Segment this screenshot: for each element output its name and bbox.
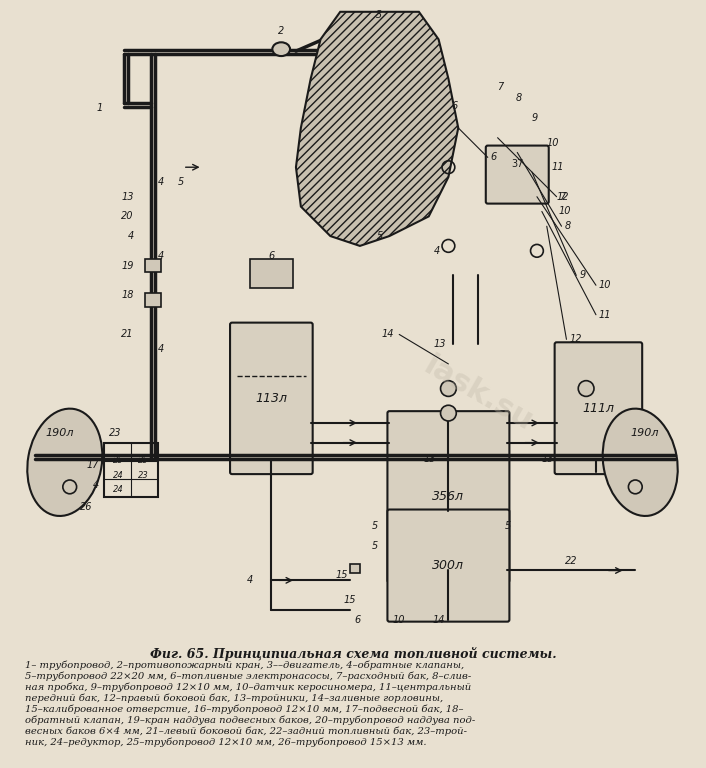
Text: 356л: 356л (432, 490, 465, 503)
Text: 11: 11 (551, 162, 564, 172)
Text: 2: 2 (278, 26, 285, 36)
Text: 25: 25 (138, 456, 149, 465)
Text: 17: 17 (87, 460, 100, 470)
Text: 6: 6 (355, 614, 361, 624)
Text: 13: 13 (121, 192, 133, 202)
Bar (104, 443, 158, 497)
Text: 5: 5 (371, 521, 378, 531)
Text: 8: 8 (565, 221, 570, 231)
Text: 24: 24 (112, 471, 124, 479)
Text: 1– трубопровод, 2–противопожарный кран, 3––двигатель, 4–обратные клапаны,
5–труб: 1– трубопровод, 2–противопожарный кран, … (25, 661, 476, 747)
Text: 5: 5 (371, 541, 378, 551)
Ellipse shape (441, 406, 456, 421)
Text: 4: 4 (93, 480, 100, 490)
Text: 5: 5 (178, 177, 184, 187)
Text: 111л: 111л (582, 402, 614, 415)
Text: 25: 25 (112, 456, 124, 465)
Text: 4: 4 (433, 246, 440, 256)
Text: 13: 13 (433, 339, 446, 349)
Text: 4: 4 (158, 344, 164, 354)
Text: 4: 4 (158, 250, 164, 261)
Text: 190л: 190л (46, 428, 74, 438)
Text: 18: 18 (121, 290, 133, 300)
Text: 15: 15 (344, 595, 357, 605)
Text: 3: 3 (376, 10, 383, 20)
FancyBboxPatch shape (230, 323, 313, 474)
Text: 12: 12 (556, 192, 569, 202)
Text: 190л: 190л (631, 428, 659, 438)
Ellipse shape (578, 381, 594, 396)
Text: 9: 9 (579, 270, 585, 280)
Text: 37: 37 (511, 159, 523, 169)
Bar (145, 293, 161, 307)
Text: 26: 26 (80, 502, 92, 512)
Ellipse shape (603, 409, 678, 516)
Text: 5: 5 (376, 231, 383, 241)
Text: 13: 13 (424, 455, 436, 465)
Bar (250, 259, 293, 288)
Text: 9: 9 (532, 113, 538, 123)
Text: 19: 19 (121, 260, 133, 270)
Text: 12: 12 (570, 334, 582, 344)
Text: 14: 14 (432, 614, 445, 624)
Text: 4: 4 (158, 177, 164, 187)
Text: 21: 21 (121, 329, 133, 339)
Polygon shape (296, 12, 458, 246)
Text: 7: 7 (560, 192, 566, 202)
Text: 1: 1 (96, 103, 102, 113)
Text: 6: 6 (268, 250, 275, 261)
Text: 4: 4 (127, 231, 133, 241)
Text: 15: 15 (335, 571, 348, 581)
Text: 20: 20 (121, 211, 133, 221)
Text: Фиг. 65. Принципиальная схема топливной системы.: Фиг. 65. Принципиальная схема топливной … (150, 647, 556, 661)
Ellipse shape (441, 381, 456, 396)
Text: 23: 23 (109, 429, 121, 439)
Text: 6: 6 (451, 101, 457, 111)
Text: 113л: 113л (256, 392, 287, 405)
Text: 11: 11 (599, 310, 611, 319)
FancyBboxPatch shape (388, 509, 510, 621)
FancyBboxPatch shape (388, 411, 510, 582)
Text: 10: 10 (558, 207, 571, 217)
Text: 5: 5 (504, 521, 510, 531)
Text: 14: 14 (382, 329, 395, 339)
Ellipse shape (273, 42, 290, 56)
Text: 13: 13 (542, 455, 554, 465)
Bar (145, 259, 161, 273)
Bar (350, 564, 360, 574)
Text: 300л: 300л (432, 559, 465, 572)
FancyBboxPatch shape (555, 343, 642, 474)
Text: 10: 10 (546, 137, 559, 147)
FancyBboxPatch shape (486, 146, 549, 204)
Text: 6: 6 (491, 152, 497, 162)
Text: 7: 7 (498, 81, 504, 91)
Text: 10: 10 (393, 614, 405, 624)
Ellipse shape (28, 409, 102, 516)
Text: 4: 4 (246, 575, 253, 585)
Text: 10: 10 (599, 280, 611, 290)
Text: 22: 22 (565, 555, 578, 565)
Text: 23: 23 (138, 471, 149, 479)
Text: iask.su: iask.su (418, 351, 537, 436)
Text: 8: 8 (515, 94, 522, 104)
Text: 24: 24 (112, 485, 124, 495)
